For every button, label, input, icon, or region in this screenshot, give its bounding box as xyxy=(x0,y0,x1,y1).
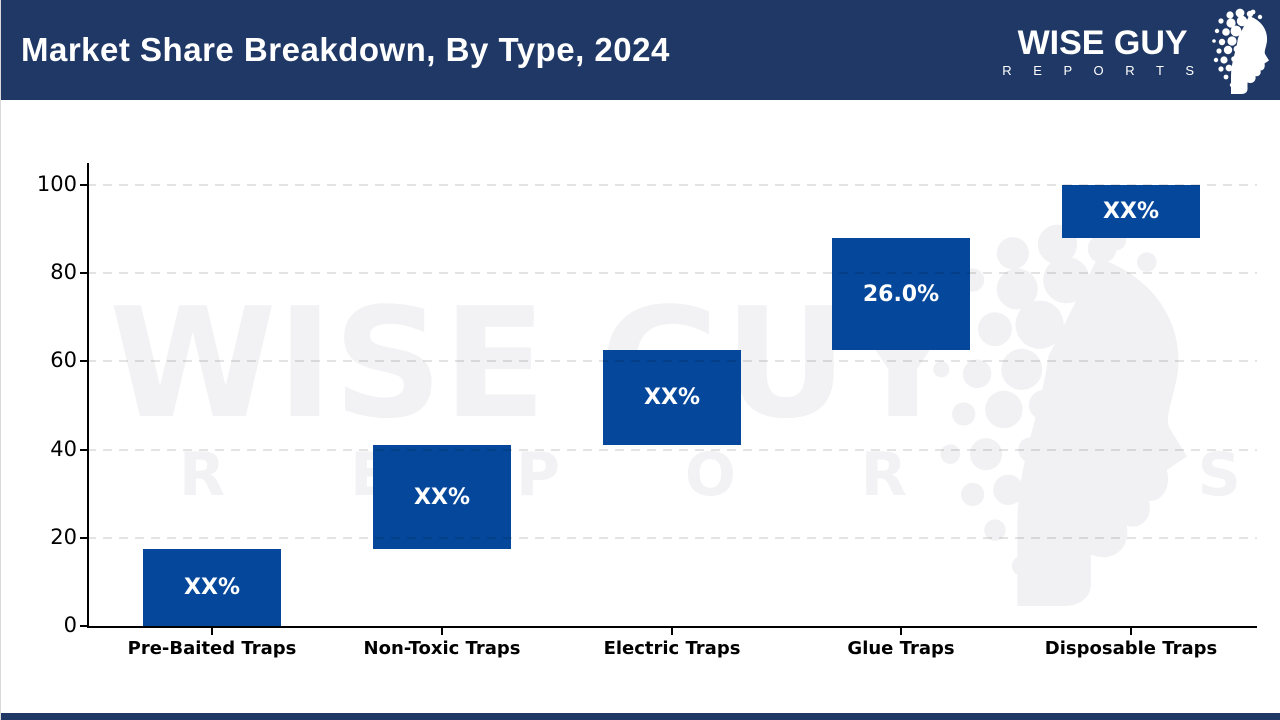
head-profile-icon xyxy=(1212,8,1269,94)
y-axis-tick-20 xyxy=(80,536,87,539)
y-axis-tick-100 xyxy=(80,184,87,186)
y-axis-tick-80 xyxy=(80,272,87,275)
y-tick-label-80: 80 xyxy=(50,260,77,285)
y-axis-tick-40 xyxy=(80,448,87,451)
gridline-y-80 xyxy=(87,272,1257,275)
gridline-y-100 xyxy=(87,184,1257,186)
bar-electric-traps: XX% xyxy=(603,350,741,446)
y-axis-tick-60 xyxy=(80,360,87,363)
footer-bar xyxy=(1,713,1280,720)
bar-glue-traps: 26.0% xyxy=(832,237,970,351)
category-label-disposable-traps: Disposable Traps xyxy=(1044,638,1218,659)
x-axis-tick-disposable-traps xyxy=(1130,628,1132,635)
y-tick-label-60: 60 xyxy=(50,348,77,373)
logo-text: WISE GUY R E P O R T S xyxy=(1002,26,1203,78)
x-axis-tick-non-toxic-traps xyxy=(441,628,443,635)
gridline-y-20 xyxy=(87,536,1257,539)
logo-reports-label: R E P O R T S xyxy=(1002,63,1203,78)
y-axis-line xyxy=(87,163,89,628)
bar-non-toxic-traps: XX% xyxy=(373,445,511,549)
y-tick-label-40: 40 xyxy=(50,436,77,461)
chart-title: Market Share Breakdown, By Type, 2024 xyxy=(21,31,670,68)
category-label-non-toxic-traps: Non-Toxic Traps xyxy=(363,638,521,659)
bar-value-label-non-toxic-traps: XX% xyxy=(414,484,470,510)
logo-wordmark: WISE GUY xyxy=(1017,24,1188,62)
gridline-y-60 xyxy=(87,360,1257,363)
x-axis-tick-glue-traps xyxy=(900,628,902,635)
bar-value-label-pre-baited-traps: XX% xyxy=(184,574,240,600)
gridline-y-40 xyxy=(87,448,1257,451)
y-axis-tick-0 xyxy=(80,625,87,627)
bar-disposable-traps: XX% xyxy=(1062,185,1200,238)
y-tick-label-100: 100 xyxy=(36,172,77,196)
y-tick-label-0: 0 xyxy=(63,613,77,637)
category-label-electric-traps: Electric Traps xyxy=(603,638,741,659)
bar-value-label-disposable-traps: XX% xyxy=(1103,198,1159,224)
watermark-wordmark: WISE GUY xyxy=(109,275,958,452)
wise-guy-logo: WISE GUY R E P O R T S xyxy=(1002,4,1271,96)
x-axis-tick-electric-traps xyxy=(671,628,673,635)
bar-value-label-glue-traps: 26.0% xyxy=(862,281,940,307)
bar-value-label-electric-traps: XX% xyxy=(644,385,700,411)
x-axis-tick-pre-baited-traps xyxy=(211,628,213,635)
category-label-glue-traps: Glue Traps xyxy=(847,638,955,659)
y-tick-label-20: 20 xyxy=(50,524,77,549)
header-bar: Market Share Breakdown, By Type, 2024 WI… xyxy=(1,0,1280,100)
x-axis-line xyxy=(87,626,1257,628)
category-label-pre-baited-traps: Pre-Baited Traps xyxy=(127,638,297,659)
bar-pre-baited-traps: XX% xyxy=(143,548,281,626)
chart-plot-area: WISE GUY R E P O R T S 0 20 40 60 80 100 XX% Pr… xyxy=(1,100,1280,713)
